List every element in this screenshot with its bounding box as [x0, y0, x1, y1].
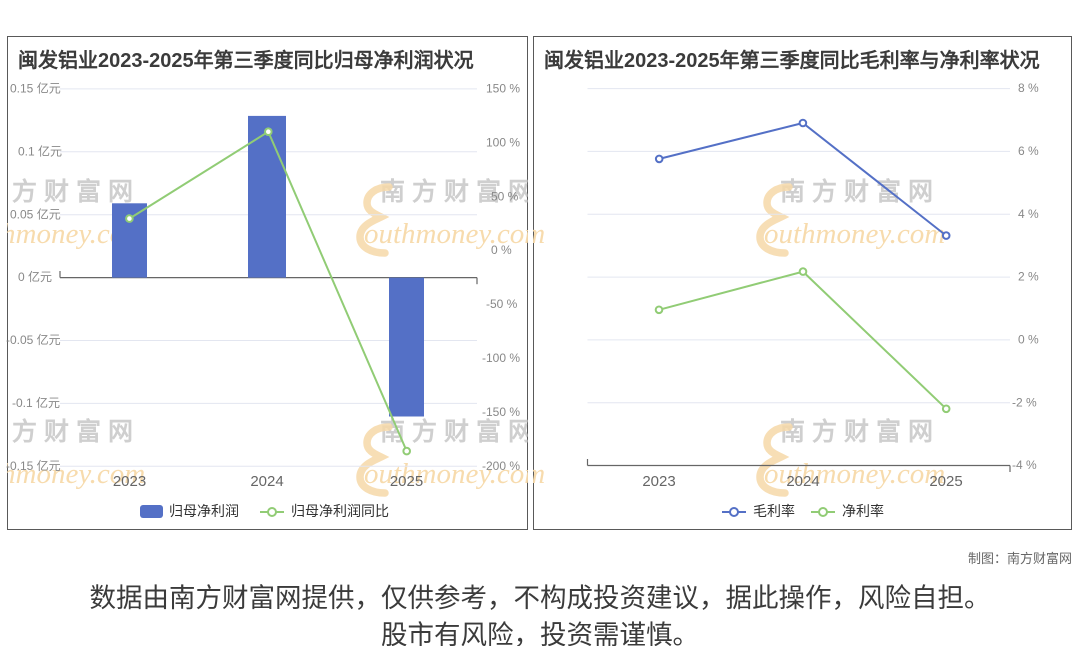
svg-text:150 %: 150 %	[486, 82, 520, 96]
svg-text:-4 %: -4 %	[1012, 458, 1037, 472]
svg-text:8 %: 8 %	[1018, 81, 1039, 95]
svg-text:2 %: 2 %	[1018, 270, 1039, 284]
svg-text:-200 %: -200 %	[482, 459, 520, 473]
svg-text:-0.1 亿元: -0.1 亿元	[12, 395, 60, 410]
svg-text:2023: 2023	[642, 473, 675, 490]
svg-text:净利率: 净利率	[842, 503, 884, 519]
svg-text:0.05 亿元: 0.05 亿元	[10, 206, 61, 221]
svg-text:2025: 2025	[390, 473, 423, 490]
svg-text:50 %: 50 %	[491, 189, 519, 203]
svg-text:2024: 2024	[786, 473, 819, 490]
svg-text:0 %: 0 %	[1018, 333, 1039, 347]
svg-text:0.1 亿元: 0.1 亿元	[18, 143, 62, 158]
svg-text:2024: 2024	[250, 473, 283, 490]
svg-text:0.15 亿元: 0.15 亿元	[10, 81, 61, 96]
svg-text:-2 %: -2 %	[1012, 395, 1037, 409]
svg-text:6 %: 6 %	[1018, 144, 1039, 158]
svg-text:0 亿元: 0 亿元	[18, 269, 52, 284]
svg-text:-50 %: -50 %	[486, 297, 518, 311]
svg-text:-100 %: -100 %	[482, 351, 520, 365]
svg-text:-150 %: -150 %	[482, 405, 520, 419]
svg-text:2023: 2023	[113, 473, 146, 490]
svg-text:归母净利润: 归母净利润	[169, 503, 239, 519]
svg-text:2025: 2025	[929, 473, 962, 490]
svg-text:-0.05 亿元: -0.05 亿元	[6, 332, 61, 347]
svg-text:毛利率: 毛利率	[753, 503, 795, 519]
svg-text:-0.15 亿元: -0.15 亿元	[6, 458, 61, 473]
svg-text:100 %: 100 %	[486, 135, 520, 149]
svg-text:0 %: 0 %	[491, 243, 512, 257]
svg-text:归母净利润同比: 归母净利润同比	[291, 503, 389, 519]
svg-text:4 %: 4 %	[1018, 207, 1039, 221]
